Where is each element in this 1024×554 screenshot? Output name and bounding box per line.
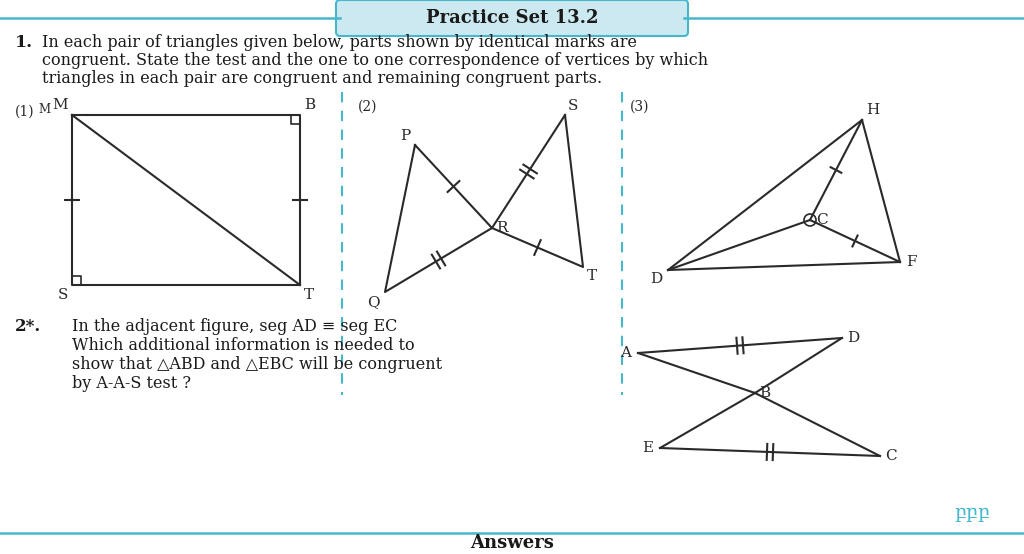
Text: M: M bbox=[52, 98, 68, 112]
Text: Q: Q bbox=[368, 295, 380, 309]
Text: R: R bbox=[496, 221, 508, 235]
Text: C: C bbox=[816, 213, 827, 227]
Text: congruent. State the test and the one to one correspondence of vertices by which: congruent. State the test and the one to… bbox=[42, 52, 709, 69]
Text: (1): (1) bbox=[15, 105, 35, 119]
Text: D: D bbox=[847, 331, 859, 345]
Text: show that △ABD and △EBC will be congruent: show that △ABD and △EBC will be congruen… bbox=[72, 356, 442, 373]
Text: D: D bbox=[650, 272, 662, 286]
Text: S: S bbox=[568, 99, 579, 113]
Text: Answers: Answers bbox=[470, 534, 554, 552]
Text: B: B bbox=[759, 386, 770, 400]
FancyBboxPatch shape bbox=[336, 0, 688, 36]
Text: triangles in each pair are congruent and remaining congruent parts.: triangles in each pair are congruent and… bbox=[42, 70, 602, 87]
Text: In the adjacent figure, seg AD ≡ seg EC: In the adjacent figure, seg AD ≡ seg EC bbox=[72, 318, 397, 335]
Text: բբբ: բբբ bbox=[954, 504, 990, 522]
Text: P: P bbox=[399, 129, 410, 143]
Text: S: S bbox=[57, 288, 68, 302]
Text: C: C bbox=[885, 449, 897, 463]
Text: T: T bbox=[304, 288, 314, 302]
Text: 1.: 1. bbox=[15, 34, 33, 51]
Text: F: F bbox=[906, 255, 916, 269]
Text: T: T bbox=[587, 269, 597, 283]
Text: (3): (3) bbox=[630, 100, 649, 114]
Text: H: H bbox=[866, 103, 880, 117]
Text: 2*.: 2*. bbox=[15, 318, 41, 335]
Text: A: A bbox=[620, 346, 631, 360]
Text: Practice Set 13.2: Practice Set 13.2 bbox=[426, 9, 598, 27]
Text: B: B bbox=[304, 98, 315, 112]
Text: E: E bbox=[642, 441, 653, 455]
Text: Which additional information is needed to: Which additional information is needed t… bbox=[72, 337, 415, 354]
Text: In each pair of triangles given below, parts shown by identical marks are: In each pair of triangles given below, p… bbox=[42, 34, 637, 51]
Text: by A-A-S test ?: by A-A-S test ? bbox=[72, 375, 191, 392]
Text: M: M bbox=[38, 103, 50, 116]
Text: (2): (2) bbox=[358, 100, 378, 114]
